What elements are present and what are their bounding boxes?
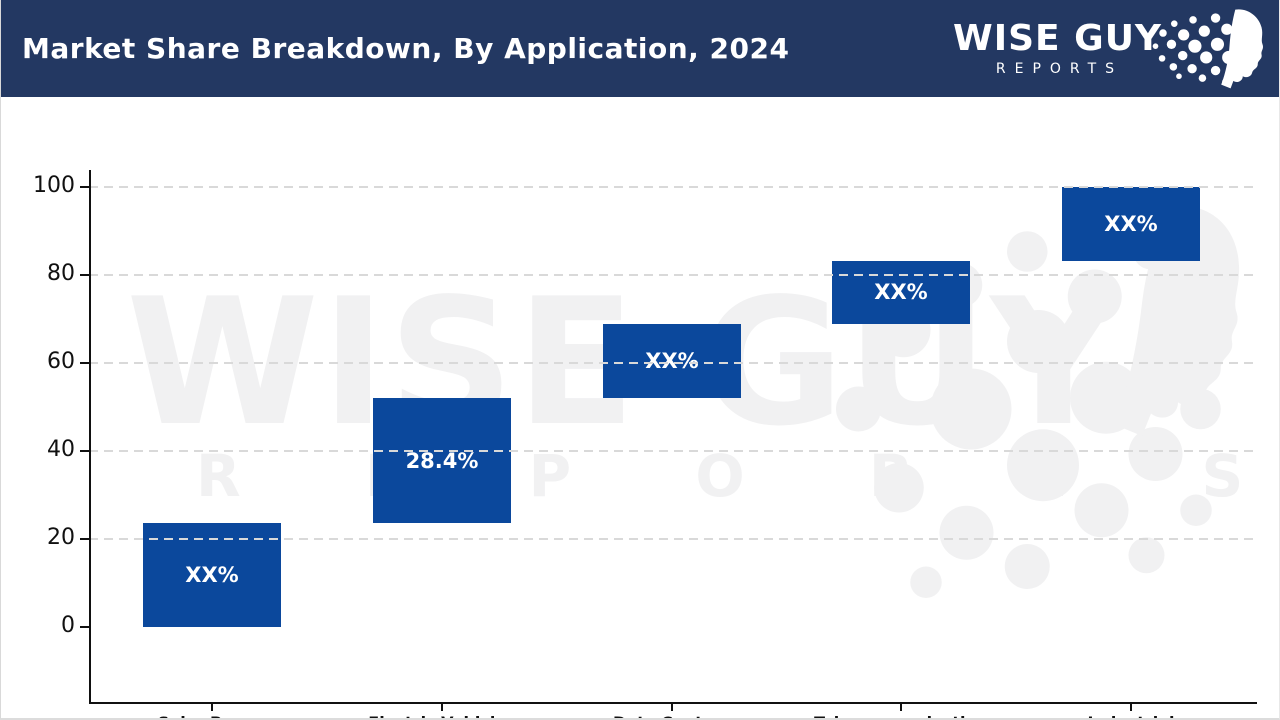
x-tick-mark-1 [211, 704, 213, 711]
gridline-20 [89, 538, 1257, 540]
gridline-60 [89, 362, 1257, 364]
bar-data-centers: XX% [603, 323, 741, 399]
y-tick-mark-40 [80, 450, 89, 452]
x-axis-label-3: Data Centers [552, 712, 792, 718]
bar-electric-vehicles: 28.4% [373, 398, 511, 524]
y-axis [89, 170, 91, 704]
bar-solar-power-systems: XX% [143, 523, 281, 627]
x-tick-mark-4 [900, 704, 902, 711]
y-tick-mark-100 [80, 186, 89, 188]
page-title: Market Share Breakdown, By Application, … [22, 32, 790, 65]
bar-value-label: 28.4% [405, 448, 479, 473]
gridline-40 [89, 450, 1257, 452]
x-axis-label-5: Industrial Automation [1011, 712, 1251, 718]
x-tick-mark-5 [1130, 704, 1132, 711]
x-tick-mark-3 [671, 704, 673, 711]
y-tick-mark-0 [80, 626, 89, 628]
y-axis-label-80: 80 [47, 261, 75, 286]
x-axis-label-2: Electric Vehicles [322, 712, 562, 718]
y-axis-label-60: 60 [47, 349, 75, 374]
wiseguy-face-icon [1152, 9, 1264, 89]
x-tick-mark-2 [441, 704, 443, 711]
bar-value-label: XX% [185, 563, 239, 588]
wiseguy-logo-reports: REPORTS [995, 61, 1124, 77]
y-tick-mark-60 [80, 362, 89, 364]
wiseguy-logo: WISE GUY REPORTS [953, 4, 1270, 94]
bar-value-label: XX% [645, 349, 699, 373]
x-axis-label-4: Telecommunication [781, 712, 1021, 718]
y-axis-label-20: 20 [47, 525, 75, 550]
y-tick-mark-80 [80, 274, 89, 276]
x-axis-label-1: Solar Power Systems [92, 712, 332, 718]
y-axis-label-0: 0 [61, 613, 75, 638]
chart-area: 0 20 40 60 80 100 XX% Solar Power Systems 28.4% E… [1, 97, 1279, 718]
y-tick-mark-20 [80, 538, 89, 540]
y-axis-label-100: 100 [33, 173, 75, 198]
x-axis [89, 702, 1257, 704]
wiseguy-logo-wordmark: WISE GUY [952, 18, 1162, 59]
y-axis-label-40: 40 [47, 437, 75, 462]
bar-telecommunication: XX% [832, 260, 970, 324]
header-bar: Market Share Breakdown, By Application, … [1, 0, 1279, 97]
bar-value-label: XX% [1104, 211, 1158, 236]
wiseguy-logo-text: WISE GUY REPORTS [952, 18, 1162, 78]
bar-industrial-automation: XX% [1062, 187, 1200, 261]
bar-value-label: XX% [874, 280, 928, 305]
gridline-100 [89, 186, 1257, 188]
gridline-80 [89, 274, 1257, 276]
